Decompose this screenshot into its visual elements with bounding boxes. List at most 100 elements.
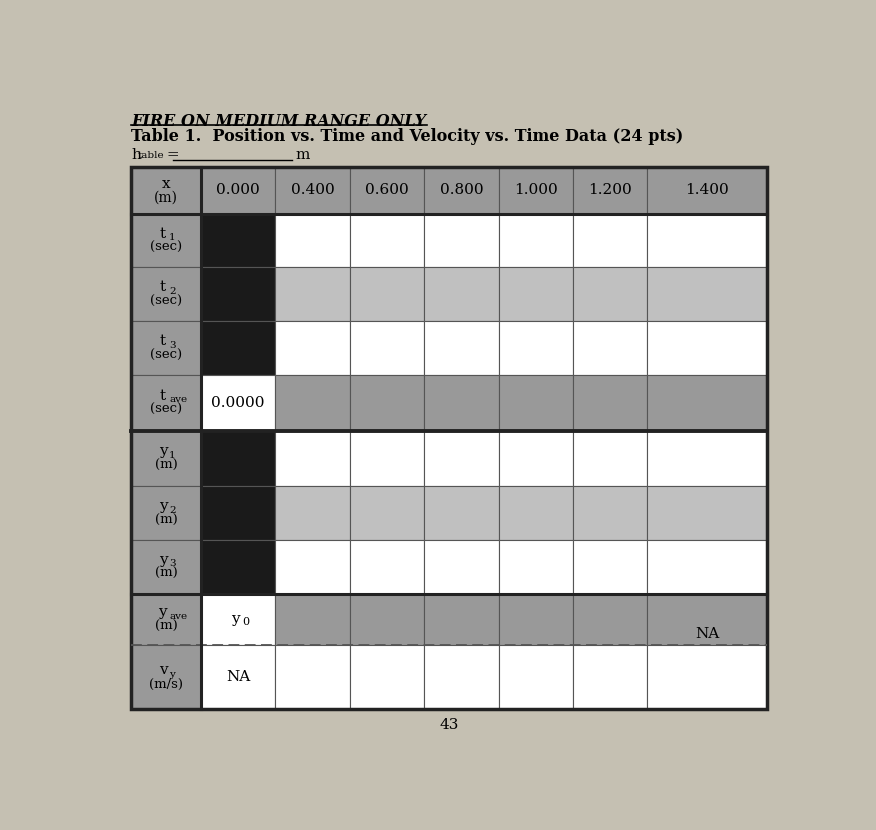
Bar bbox=[424, 645, 498, 710]
Bar bbox=[201, 375, 275, 431]
Bar bbox=[201, 594, 275, 645]
Bar bbox=[498, 213, 573, 267]
Bar bbox=[424, 321, 498, 375]
Text: 0.000: 0.000 bbox=[216, 183, 260, 198]
Bar bbox=[201, 431, 275, 486]
Text: t: t bbox=[159, 389, 166, 403]
Text: 1: 1 bbox=[169, 233, 176, 242]
Bar bbox=[275, 375, 350, 431]
Bar bbox=[498, 486, 573, 540]
Text: table: table bbox=[138, 151, 165, 160]
Bar bbox=[275, 168, 350, 213]
Bar bbox=[573, 213, 647, 267]
Bar bbox=[498, 540, 573, 594]
Text: 1.000: 1.000 bbox=[514, 183, 558, 198]
Bar bbox=[201, 486, 275, 540]
Bar bbox=[350, 321, 424, 375]
Bar bbox=[350, 375, 424, 431]
Bar bbox=[573, 168, 647, 213]
Text: 0.600: 0.600 bbox=[365, 183, 409, 198]
Bar bbox=[131, 594, 201, 645]
Text: 1: 1 bbox=[169, 451, 176, 460]
Bar bbox=[647, 321, 766, 375]
Text: y: y bbox=[158, 605, 166, 619]
Text: 43: 43 bbox=[439, 718, 459, 732]
Bar bbox=[131, 645, 201, 710]
Text: (sec): (sec) bbox=[150, 349, 182, 362]
Bar bbox=[201, 540, 275, 594]
Bar bbox=[573, 594, 647, 645]
Text: 0: 0 bbox=[242, 618, 249, 627]
Bar bbox=[131, 431, 201, 486]
Text: (sec): (sec) bbox=[150, 403, 182, 417]
Bar bbox=[275, 594, 350, 645]
Text: ave: ave bbox=[170, 612, 188, 621]
Text: (m): (m) bbox=[155, 568, 178, 580]
Bar bbox=[350, 540, 424, 594]
Text: Table 1.  Position vs. Time and Velocity vs. Time Data (24 pts): Table 1. Position vs. Time and Velocity … bbox=[131, 128, 683, 145]
Bar bbox=[275, 540, 350, 594]
Bar bbox=[424, 431, 498, 486]
Bar bbox=[647, 375, 766, 431]
Text: t: t bbox=[160, 281, 166, 295]
Text: y: y bbox=[169, 670, 175, 678]
Bar bbox=[131, 168, 201, 213]
Text: (sec): (sec) bbox=[150, 295, 182, 308]
Bar bbox=[647, 267, 766, 321]
Bar bbox=[424, 168, 498, 213]
Bar bbox=[131, 168, 766, 710]
Bar bbox=[573, 321, 647, 375]
Text: 3: 3 bbox=[169, 559, 176, 569]
Bar bbox=[350, 486, 424, 540]
Bar bbox=[350, 431, 424, 486]
Text: 0.800: 0.800 bbox=[440, 183, 484, 198]
Bar bbox=[275, 645, 350, 710]
Text: y: y bbox=[230, 613, 239, 627]
Bar bbox=[275, 213, 350, 267]
Text: 2: 2 bbox=[169, 505, 176, 515]
Bar bbox=[424, 267, 498, 321]
Bar bbox=[498, 645, 573, 710]
Bar bbox=[498, 168, 573, 213]
Text: 1.200: 1.200 bbox=[589, 183, 632, 198]
Bar bbox=[131, 267, 201, 321]
Text: y: y bbox=[159, 445, 167, 458]
Bar bbox=[275, 321, 350, 375]
Text: h: h bbox=[131, 148, 141, 162]
Text: t: t bbox=[160, 227, 166, 241]
Bar bbox=[647, 645, 766, 710]
Text: 0.0000: 0.0000 bbox=[211, 396, 265, 410]
Bar bbox=[498, 267, 573, 321]
Bar bbox=[647, 213, 766, 267]
Bar bbox=[131, 213, 201, 267]
Text: (m): (m) bbox=[154, 190, 178, 204]
Text: (m/s): (m/s) bbox=[149, 677, 183, 691]
Bar bbox=[350, 594, 424, 645]
Text: NA: NA bbox=[226, 670, 251, 684]
Bar bbox=[498, 375, 573, 431]
Bar bbox=[573, 431, 647, 486]
Text: (m): (m) bbox=[155, 620, 178, 632]
Bar bbox=[275, 486, 350, 540]
Bar bbox=[201, 213, 275, 267]
Text: 1.400: 1.400 bbox=[685, 183, 729, 198]
Bar bbox=[573, 486, 647, 540]
Text: t: t bbox=[160, 334, 166, 349]
Bar bbox=[350, 267, 424, 321]
Bar bbox=[647, 540, 766, 594]
Text: FIRE ON MEDIUM RANGE ONLY: FIRE ON MEDIUM RANGE ONLY bbox=[131, 114, 427, 130]
Bar bbox=[424, 486, 498, 540]
Bar bbox=[350, 168, 424, 213]
Text: (m): (m) bbox=[155, 514, 178, 526]
Bar bbox=[573, 645, 647, 710]
Text: =: = bbox=[162, 148, 180, 162]
Bar bbox=[424, 594, 498, 645]
Bar bbox=[201, 168, 275, 213]
Bar bbox=[201, 645, 275, 710]
Bar bbox=[201, 267, 275, 321]
Text: v: v bbox=[159, 663, 167, 677]
Bar bbox=[498, 321, 573, 375]
Bar bbox=[350, 645, 424, 710]
Text: m: m bbox=[295, 148, 310, 162]
Bar bbox=[275, 267, 350, 321]
